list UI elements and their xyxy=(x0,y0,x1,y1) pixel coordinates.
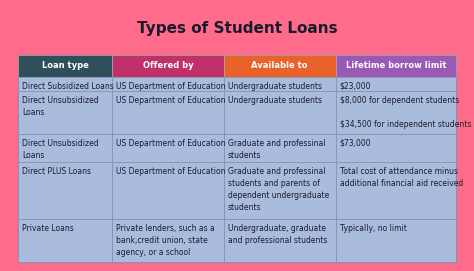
Text: Loan type: Loan type xyxy=(42,62,89,70)
Text: US Department of Education: US Department of Education xyxy=(116,82,226,91)
Text: Graduate and professinal
students: Graduate and professinal students xyxy=(228,139,325,160)
Bar xyxy=(224,219,336,262)
Bar xyxy=(336,77,456,91)
Bar xyxy=(112,77,224,91)
Text: $23,000: $23,000 xyxy=(339,82,371,91)
Bar xyxy=(336,55,456,77)
Text: Graduate and professinal
students and parents of
dependent undergraduate
student: Graduate and professinal students and pa… xyxy=(228,167,329,212)
Bar xyxy=(224,77,336,91)
Text: Direct Unsubsidized
Loans: Direct Unsubsidized Loans xyxy=(22,96,99,117)
Text: US Department of Education: US Department of Education xyxy=(116,167,226,176)
Bar xyxy=(336,134,456,162)
Bar xyxy=(18,219,112,262)
Bar xyxy=(224,134,336,162)
Bar xyxy=(18,162,112,219)
Bar xyxy=(224,55,336,77)
Bar xyxy=(336,91,456,134)
Bar xyxy=(112,162,224,219)
Text: $73,000: $73,000 xyxy=(339,139,371,148)
Text: US Department of Education: US Department of Education xyxy=(116,139,226,148)
Bar xyxy=(18,91,112,134)
Text: US Department of Education: US Department of Education xyxy=(116,96,226,105)
Text: Offered by: Offered by xyxy=(143,62,193,70)
Text: Direct PLUS Loans: Direct PLUS Loans xyxy=(22,167,91,176)
Text: Direct Subsidized Loans: Direct Subsidized Loans xyxy=(22,82,114,91)
Bar xyxy=(336,219,456,262)
Text: Direct Unsubsidized
Loans: Direct Unsubsidized Loans xyxy=(22,139,99,160)
Bar xyxy=(224,162,336,219)
Bar xyxy=(336,162,456,219)
Text: Private Loans: Private Loans xyxy=(22,224,74,233)
Text: Total cost of attendance minus
additional financial aid received: Total cost of attendance minus additiona… xyxy=(339,167,463,188)
Bar xyxy=(18,134,112,162)
Bar xyxy=(18,55,112,77)
Text: Undergraduate students: Undergraduate students xyxy=(228,96,322,105)
Bar xyxy=(112,55,224,77)
Text: Typically, no limit: Typically, no limit xyxy=(339,224,406,233)
Text: Types of Student Loans: Types of Student Loans xyxy=(137,21,337,36)
Text: Private lenders, such as a
bank,credit union, state
agency, or a school: Private lenders, such as a bank,credit u… xyxy=(116,224,215,257)
Text: Lifetime borrow limit: Lifetime borrow limit xyxy=(346,62,446,70)
Text: Available to: Available to xyxy=(251,62,308,70)
Text: Undergraduate, graduate
and professional students: Undergraduate, graduate and professional… xyxy=(228,224,328,245)
Bar xyxy=(224,91,336,134)
Bar xyxy=(18,77,112,91)
Text: Undergraduate students: Undergraduate students xyxy=(228,82,322,91)
Text: $8,000 for dependent students

$34,500 for independent students: $8,000 for dependent students $34,500 fo… xyxy=(339,96,471,129)
Bar xyxy=(18,55,456,262)
Bar xyxy=(112,91,224,134)
Bar xyxy=(112,134,224,162)
Bar xyxy=(112,219,224,262)
